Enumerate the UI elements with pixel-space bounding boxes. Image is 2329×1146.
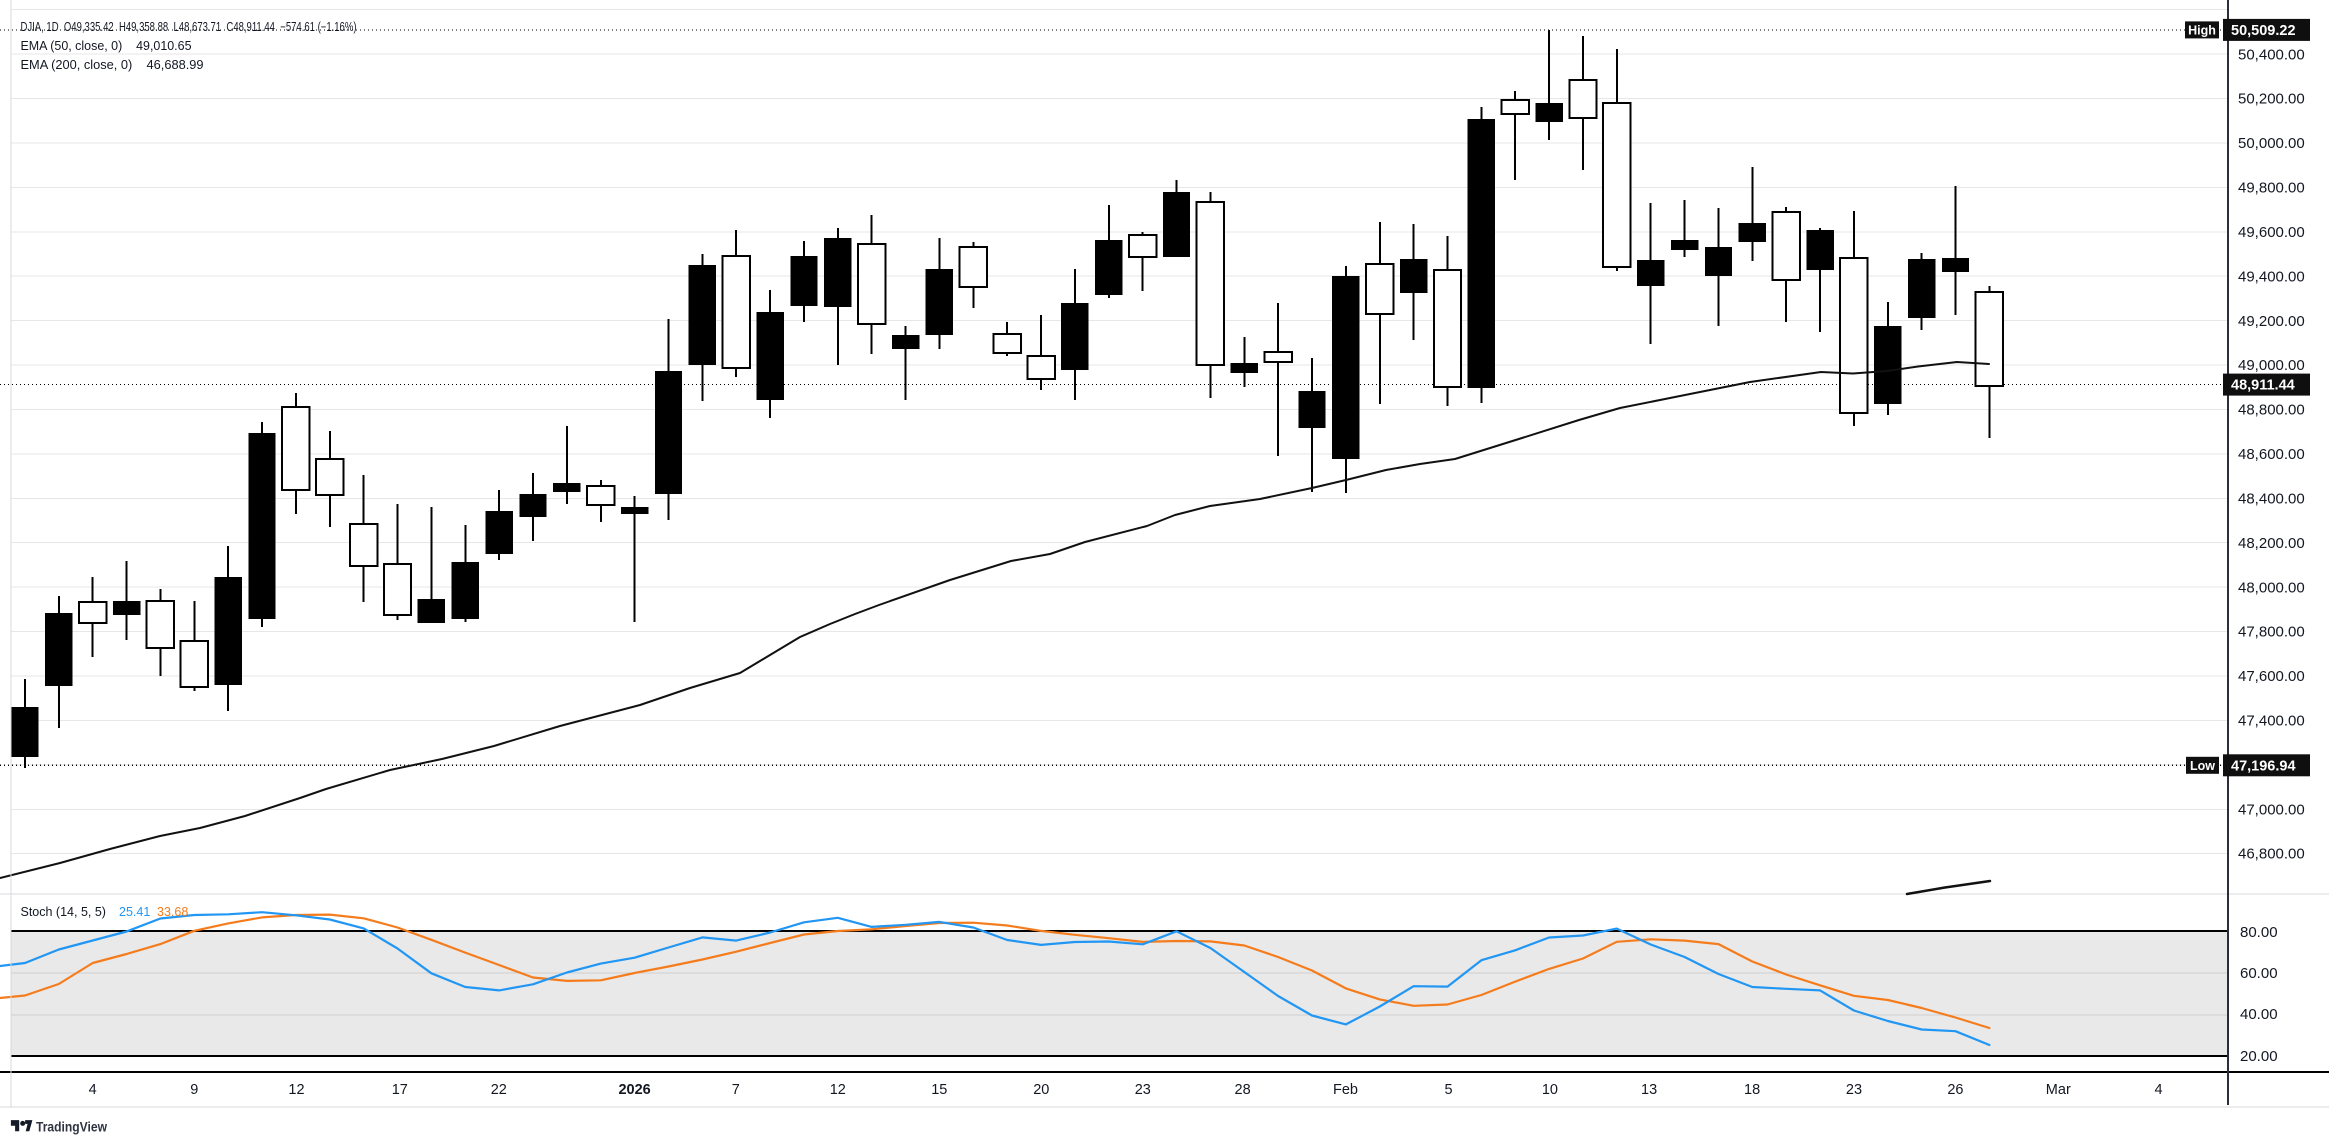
svg-text:49,600.00: 49,600.00: [2238, 224, 2305, 241]
svg-text:60.00: 60.00: [2240, 965, 2278, 982]
svg-text:High: High: [2188, 23, 2216, 37]
svg-text:20: 20: [1033, 1082, 1049, 1098]
svg-text:TradingView: TradingView: [36, 1120, 107, 1135]
svg-text:47,400.00: 47,400.00: [2238, 713, 2305, 730]
svg-text:49,200.00: 49,200.00: [2238, 313, 2305, 330]
svg-text:48,600.00: 48,600.00: [2238, 446, 2305, 463]
svg-text:49,000.00: 49,000.00: [2238, 357, 2305, 374]
svg-text:2026: 2026: [618, 1082, 650, 1098]
svg-text:7: 7: [732, 1082, 740, 1098]
svg-text:4: 4: [2155, 1082, 2163, 1098]
svg-text:50,200.00: 50,200.00: [2238, 91, 2305, 108]
svg-text:50,000.00: 50,000.00: [2238, 135, 2305, 152]
svg-text:47,196.94: 47,196.94: [2231, 758, 2296, 774]
svg-text:EMA (200, close, 0) 46,688.99: EMA (200, close, 0) 46,688.99: [21, 58, 204, 72]
svg-text:80.00: 80.00: [2240, 924, 2278, 941]
svg-text:48,000.00: 48,000.00: [2238, 579, 2305, 596]
svg-text:48,911.44: 48,911.44: [2231, 378, 2295, 394]
svg-text:46,800.00: 46,800.00: [2238, 846, 2305, 863]
svg-text:33.68: 33.68: [157, 905, 188, 919]
svg-text:47,000.00: 47,000.00: [2238, 801, 2305, 818]
svg-text:18: 18: [1744, 1082, 1760, 1098]
svg-text:48,800.00: 48,800.00: [2238, 402, 2305, 419]
svg-text:49,800.00: 49,800.00: [2238, 180, 2305, 197]
svg-text:10: 10: [1542, 1082, 1558, 1098]
svg-text:48,400.00: 48,400.00: [2238, 490, 2305, 507]
svg-text:22: 22: [491, 1082, 507, 1098]
svg-text:25.41: 25.41: [119, 905, 150, 919]
svg-text:50,400.00: 50,400.00: [2238, 46, 2305, 63]
svg-text:Feb: Feb: [1333, 1082, 1358, 1098]
svg-text:12: 12: [288, 1082, 304, 1098]
svg-text:26: 26: [1947, 1082, 1963, 1098]
svg-text:49,400.00: 49,400.00: [2238, 268, 2305, 285]
svg-text:Low: Low: [2190, 759, 2215, 773]
svg-text:13: 13: [1641, 1082, 1657, 1098]
svg-text:17: 17: [392, 1082, 408, 1098]
svg-text:47,600.00: 47,600.00: [2238, 668, 2305, 685]
svg-text:12: 12: [830, 1082, 846, 1098]
svg-text:5: 5: [1444, 1082, 1452, 1098]
svg-text:20.00: 20.00: [2240, 1048, 2278, 1065]
svg-text:23: 23: [1846, 1082, 1862, 1098]
svg-text:50,509.22: 50,509.22: [2231, 23, 2296, 39]
svg-text:40.00: 40.00: [2240, 1006, 2278, 1023]
svg-text:Stoch (14, 5, 5): Stoch (14, 5, 5): [21, 905, 106, 919]
svg-text:15: 15: [931, 1082, 947, 1098]
svg-text:47,800.00: 47,800.00: [2238, 624, 2305, 641]
svg-text:23: 23: [1135, 1082, 1151, 1098]
svg-text:EMA (50, close, 0) 49,010.65: EMA (50, close, 0) 49,010.65: [21, 39, 192, 53]
svg-text:48,200.00: 48,200.00: [2238, 535, 2305, 552]
svg-text:4: 4: [89, 1082, 97, 1098]
svg-text:9: 9: [190, 1082, 198, 1098]
svg-text:DJIA, 1D O49,335.42 H49,358.88: DJIA, 1D O49,335.42 H49,358.88 L48,673.7…: [21, 20, 357, 34]
svg-text:28: 28: [1235, 1082, 1251, 1098]
svg-text:Mar: Mar: [2046, 1082, 2071, 1098]
